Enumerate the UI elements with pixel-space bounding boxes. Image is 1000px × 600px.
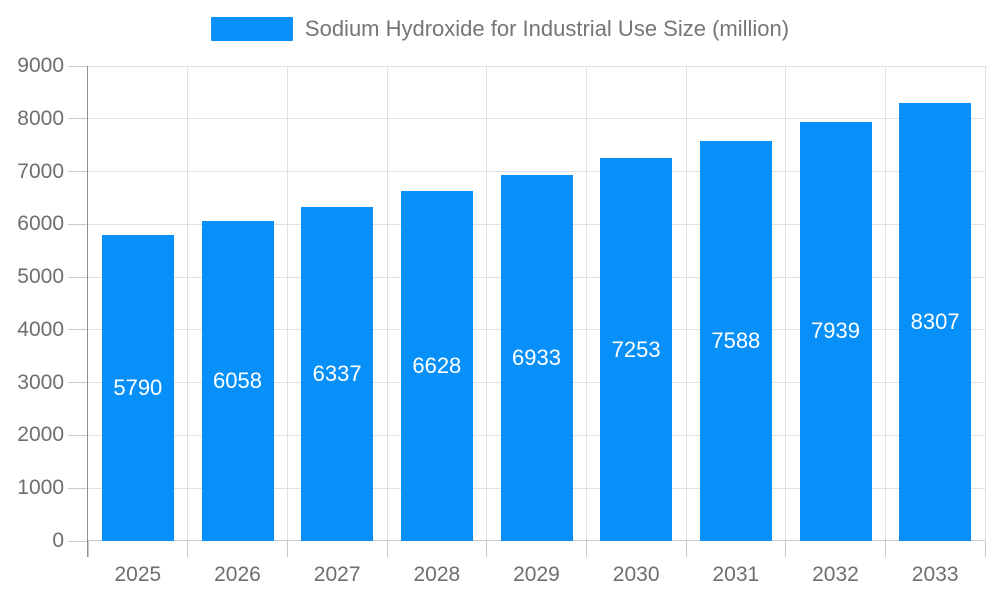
y-axis-label: 5000 (17, 265, 64, 289)
bar-2027[interactable]: 6337 (301, 206, 374, 541)
y-axis-tick (68, 329, 88, 331)
y-axis-tick (68, 223, 88, 225)
bar-value-label: 7939 (811, 318, 860, 344)
y-axis-tick (68, 65, 88, 67)
v-gridline (984, 66, 986, 541)
v-gridline (585, 66, 587, 541)
bar-2026[interactable]: 6058 (201, 221, 274, 541)
y-axis-label: 0 (52, 529, 64, 552)
x-axis-label: 2027 (313, 563, 361, 586)
y-axis-tick (68, 434, 88, 436)
bar-value-label: 7253 (611, 336, 661, 362)
y-axis-label: 3000 (17, 370, 64, 394)
bar-2031[interactable]: 7588 (699, 140, 772, 541)
x-axis-tick (187, 541, 189, 557)
v-gridline (685, 66, 687, 541)
bar-value-label: 8307 (910, 308, 960, 334)
bar-value-label: 6337 (312, 360, 362, 386)
bar-2033[interactable]: 8307 (899, 102, 972, 541)
x-axis-tick (585, 541, 587, 557)
y-axis-label: 9000 (17, 54, 64, 77)
bar-value-label: 6933 (512, 345, 561, 371)
y-axis-tick (68, 540, 88, 542)
x-axis-tick (685, 541, 687, 557)
x-axis-tick (984, 541, 986, 557)
h-gridline (88, 118, 985, 120)
x-axis-tick (884, 541, 886, 557)
bar-2032[interactable]: 7939 (799, 121, 872, 541)
y-axis-label: 1000 (17, 476, 64, 500)
x-axis-tick (386, 541, 388, 557)
x-axis-label: 2026 (214, 563, 261, 586)
x-axis-tick (785, 541, 787, 557)
legend-label: Sodium Hydroxide for Industrial Use Size… (304, 16, 790, 41)
legend[interactable]: Sodium Hydroxide for Industrial Use Size… (0, 16, 1000, 42)
y-axis-line (87, 66, 88, 557)
y-axis-tick (68, 487, 88, 489)
bar-2028[interactable]: 6628 (400, 191, 473, 541)
y-axis-tick (68, 276, 88, 278)
y-axis-label: 4000 (17, 317, 64, 341)
bar-value-label: 7588 (711, 327, 761, 353)
y-axis-label: 7000 (17, 159, 64, 183)
x-axis-label: 2032 (812, 563, 859, 586)
y-axis-tick (68, 382, 88, 384)
v-gridline (884, 66, 886, 541)
y-axis-tick (68, 118, 88, 120)
v-gridline (386, 66, 388, 541)
y-axis-tick (68, 171, 88, 173)
bar-2030[interactable]: 7253 (600, 158, 673, 541)
bar-value-label: 5790 (113, 375, 163, 401)
bar-2025[interactable]: 5790 (101, 235, 174, 541)
x-axis-label: 2028 (413, 563, 461, 586)
bar-2029[interactable]: 6933 (500, 175, 573, 541)
x-axis-tick (87, 541, 89, 557)
x-axis-tick (486, 541, 488, 557)
v-gridline (785, 66, 787, 541)
bar-value-label: 6628 (412, 353, 462, 379)
x-axis-label: 2029 (513, 563, 560, 586)
v-gridline (187, 66, 189, 541)
x-axis-label: 2031 (712, 563, 760, 586)
v-gridline (486, 66, 488, 541)
legend-swatch (210, 17, 293, 41)
bar-value-label: 6058 (213, 368, 262, 394)
x-axis-label: 2025 (114, 563, 162, 586)
h-gridline (88, 171, 985, 173)
y-axis-label: 6000 (17, 212, 64, 236)
h-gridline (88, 65, 985, 67)
y-axis-label: 2000 (17, 423, 64, 447)
x-axis-label: 2030 (612, 563, 660, 586)
v-gridline (286, 66, 288, 541)
x-axis-label: 2033 (911, 563, 959, 586)
x-axis-tick (286, 541, 288, 557)
y-axis-label: 8000 (17, 106, 64, 130)
